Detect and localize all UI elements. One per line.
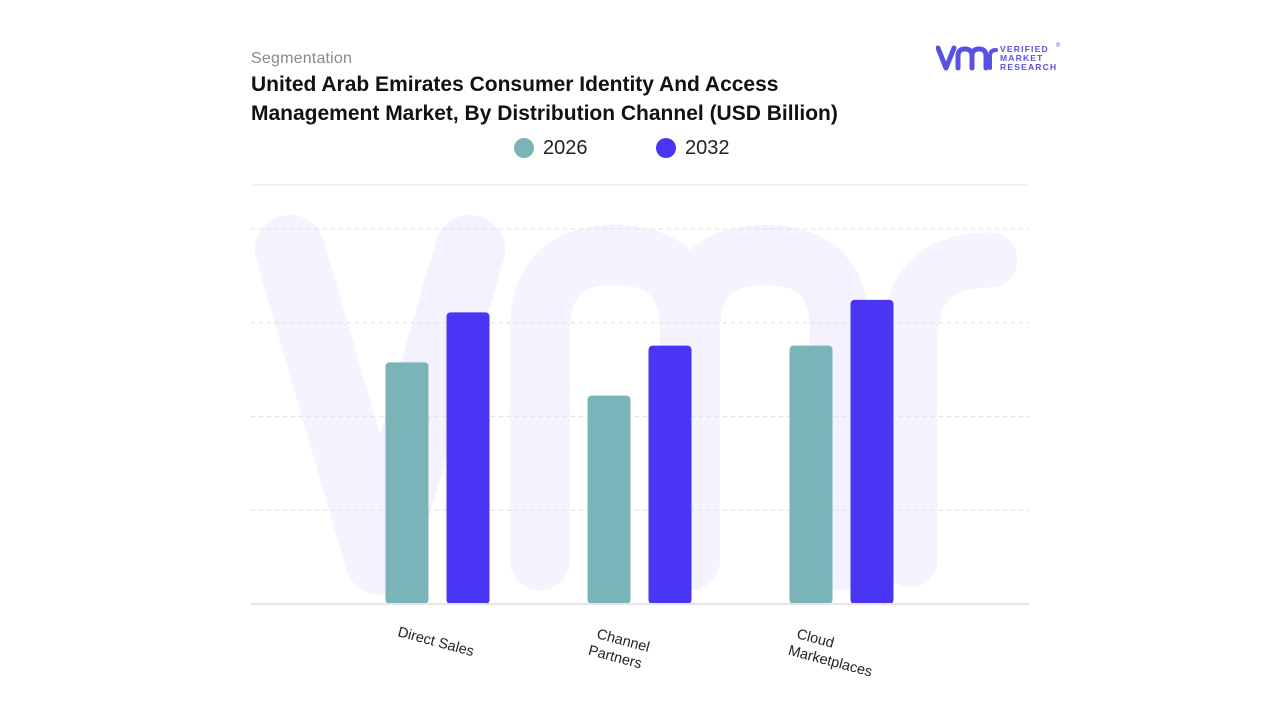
legend-swatch-2026	[514, 138, 534, 158]
x-tick-label-line: Direct Sales	[396, 624, 476, 660]
registered-mark: ®	[1056, 43, 1061, 49]
bar-direct-sales-2026	[385, 362, 429, 604]
vmr-logo-icon	[935, 45, 998, 71]
chart-grid	[251, 228, 1029, 511]
x-tick-label: CloudMarketplaces	[786, 625, 878, 680]
legend-label-2026: 2026	[543, 136, 588, 159]
company-logo: VERIFIED MARKET RESEARCH ®	[935, 43, 1066, 76]
logo-line-3: RESEARCH	[1000, 62, 1058, 72]
watermark-logo	[255, 215, 1018, 595]
x-tick-label: Direct Sales	[396, 624, 476, 660]
legend-label-2032: 2032	[685, 136, 730, 159]
chart-title: United Arab Emirates Consumer Identity A…	[251, 73, 838, 125]
x-axis-labels: Direct Sales ChannelPartners CloudMarketpl…	[396, 624, 878, 680]
bar-channel-partners-2026	[587, 395, 631, 604]
chart-bars	[385, 299, 894, 604]
bar-cloud-marketplaces-2026	[789, 345, 833, 604]
logo-line-2: MARKET	[1000, 53, 1044, 63]
legend-item-2032: 2032	[656, 136, 730, 160]
x-tick-label: ChannelPartners	[586, 625, 651, 673]
bar-channel-partners-2032	[648, 345, 692, 604]
bar-cloud-marketplaces-2032	[850, 299, 894, 604]
bar-direct-sales-2032	[446, 312, 490, 604]
legend-swatch-2032	[656, 138, 676, 158]
logo-line-1: VERIFIED	[1000, 44, 1049, 54]
legend-item-2026: 2026	[514, 136, 588, 160]
logo-wordmark: VERIFIED MARKET RESEARCH	[1000, 45, 1057, 72]
segment-label: Segmentation	[251, 50, 353, 67]
